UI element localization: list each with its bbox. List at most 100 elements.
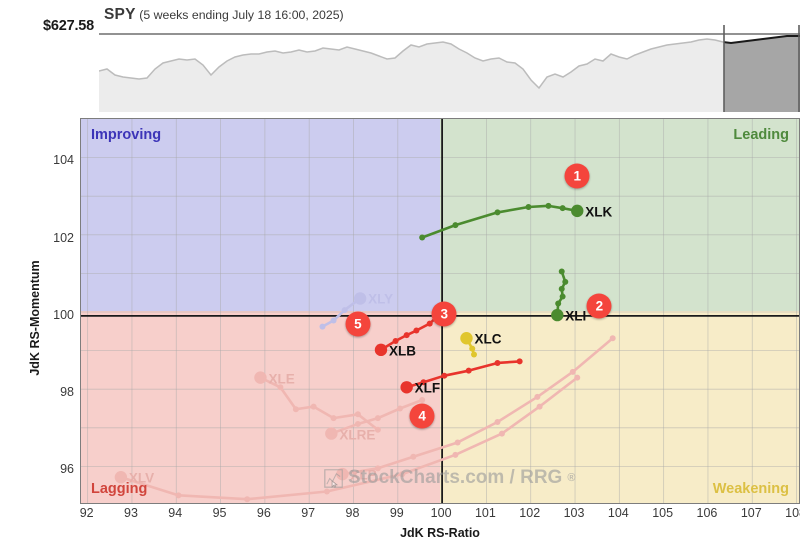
- tail-dot-xly: [319, 323, 326, 330]
- tail-dot-xli: [559, 293, 566, 300]
- price-area-light: [99, 36, 800, 112]
- head-dot-xly: [353, 292, 367, 305]
- head-dot-xlp: [336, 467, 349, 481]
- annotation-marker-4[interactable]: 4: [409, 403, 435, 429]
- price-symbol: SPY: [104, 6, 136, 23]
- tail-dot-xly: [330, 317, 337, 324]
- tail-dot-xli: [558, 268, 565, 275]
- tail-dot-xlv: [574, 374, 581, 381]
- ticker-label-xlp[interactable]: XLP: [350, 467, 377, 483]
- y-tick-label: 96: [60, 462, 74, 477]
- quadrant-lagging: [81, 311, 440, 503]
- tail-dot-xli: [562, 278, 569, 285]
- tail-dot-xlk: [494, 209, 501, 216]
- series-xly[interactable]: [319, 292, 367, 330]
- annotation-marker-5[interactable]: 5: [345, 311, 371, 337]
- ticker-label-xly[interactable]: XLY: [368, 291, 394, 307]
- head-dot-xlf: [400, 381, 413, 394]
- series-xlc[interactable]: [460, 332, 478, 358]
- ticker-label-xlb[interactable]: XLB: [388, 343, 416, 359]
- x-tick-label: 98: [345, 506, 360, 520]
- y-axis-title: JdK RS-Momentum: [28, 260, 42, 376]
- tail-line-xly: [321, 297, 362, 328]
- tail-dot-xlf: [494, 359, 501, 366]
- ticker-label-xlf[interactable]: XLF: [414, 380, 441, 396]
- x-tick-label: 94: [168, 506, 183, 520]
- tail-dot-xlf: [465, 367, 472, 374]
- ticker-label-xle[interactable]: XLE: [268, 371, 295, 387]
- tail-dot-xly: [341, 307, 348, 314]
- quadrant-label-leading: Leading: [733, 127, 789, 143]
- quadrant-label-improving: Improving: [91, 127, 162, 143]
- quadrant-improving: [81, 119, 440, 311]
- ticker-label-xlk[interactable]: XLK: [585, 204, 613, 220]
- tail-dot-xle: [330, 415, 337, 422]
- x-tick-label: 102: [519, 506, 541, 520]
- series-xle[interactable]: [254, 371, 381, 433]
- series-xlb[interactable]: [374, 310, 443, 357]
- tail-dot-xli: [555, 300, 562, 307]
- ticker-label-xlre[interactable]: XLRE: [339, 427, 376, 443]
- price-line-selected: [724, 35, 800, 45]
- y-tick-label: 98: [60, 385, 74, 400]
- tail-dot-xlp: [569, 368, 576, 375]
- ticker-label-xlv[interactable]: XLV: [128, 470, 155, 486]
- tail-dot-xlk: [545, 202, 552, 209]
- annotation-marker-1[interactable]: 1: [564, 163, 590, 189]
- tail-dot-xlv: [244, 496, 251, 503]
- head-dot-xlb: [374, 343, 388, 357]
- head-dot-xlre: [325, 427, 338, 440]
- tail-dot-xli: [558, 285, 565, 292]
- tail-dot-xlp: [494, 419, 501, 426]
- selected-window-group: [724, 35, 800, 112]
- annotation-marker-2[interactable]: 2: [586, 293, 612, 319]
- series-xlp[interactable]: [336, 335, 616, 481]
- tail-dot-xle: [374, 426, 381, 433]
- x-tick-label: 104: [607, 506, 629, 520]
- series-xlv[interactable]: [114, 374, 581, 503]
- head-dot-xle: [254, 371, 267, 384]
- tail-dot-xlre: [419, 397, 426, 404]
- tail-dot-xlf: [516, 358, 523, 365]
- tail-dot-xlv: [452, 451, 459, 458]
- tail-dot-xlb: [413, 327, 420, 334]
- y-tick-label: 102: [53, 230, 74, 245]
- tail-dot-xlv: [399, 471, 406, 478]
- ticker-label-xlc[interactable]: XLC: [474, 331, 502, 347]
- tail-line-xlp: [341, 336, 614, 476]
- relative-rotation-graph: Improving Leading Lagging Weakening XLY X…: [0, 112, 800, 554]
- price-line-light: [99, 35, 800, 90]
- price-sparkline-svg: [99, 25, 800, 112]
- price-sparkline[interactable]: [99, 25, 800, 112]
- annotation-marker-3[interactable]: 3: [431, 301, 457, 327]
- series-xlre[interactable]: [325, 397, 426, 440]
- series-xlk[interactable]: [419, 202, 584, 241]
- current-price-label: $627.58: [42, 18, 94, 34]
- ticker-label-xli[interactable]: XLI: [565, 308, 587, 324]
- series-xli[interactable]: [551, 268, 569, 322]
- head-dot-xlk: [571, 204, 584, 218]
- x-tick-label: 95: [212, 506, 227, 520]
- x-tick-label: 93: [124, 506, 138, 520]
- tail-line-xli: [556, 270, 567, 317]
- x-axis-title: JdK RS-Ratio: [400, 526, 480, 540]
- tail-dot-xlp: [534, 393, 541, 400]
- quadrant-label-lagging: Lagging: [91, 481, 148, 497]
- tail-dot-xlk: [452, 222, 459, 229]
- tail-dot-xlre: [374, 415, 381, 422]
- series-xlf[interactable]: [400, 358, 523, 394]
- rrg-plot-area[interactable]: Improving Leading Lagging Weakening XLY X…: [80, 118, 800, 504]
- tail-dot-xlb: [403, 332, 410, 339]
- tail-dot-xlv: [175, 492, 182, 499]
- tail-dot-xlf: [420, 379, 427, 386]
- x-tick-label: 97: [301, 506, 316, 520]
- tail-dot-xlre: [354, 420, 361, 427]
- price-overview-panel: $627.58 SPY (5 weeks ending July 18 16:0…: [0, 0, 800, 112]
- price-subtitle: (5 weeks ending July 18 16:00, 2025): [139, 8, 344, 22]
- tail-dot-xlc: [471, 351, 478, 358]
- grid-and-series-layer: [81, 119, 799, 503]
- price-area-selected: [724, 36, 800, 112]
- head-dot-xli: [551, 308, 564, 322]
- x-tick-label: 101: [474, 506, 496, 520]
